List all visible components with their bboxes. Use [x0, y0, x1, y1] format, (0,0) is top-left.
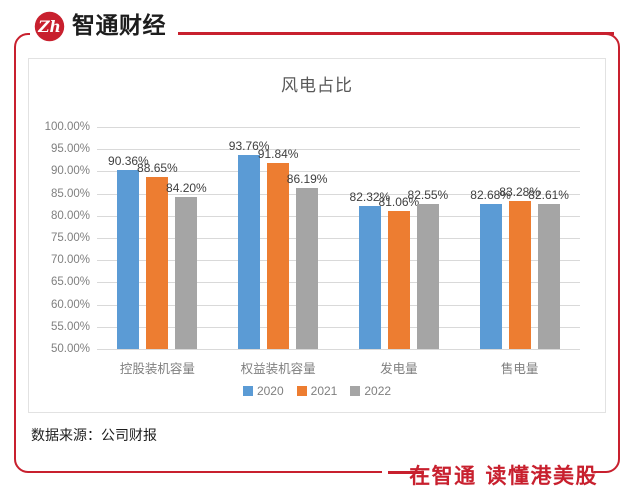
bar-group-bars: 93.76% 91.84% 86.19%	[218, 127, 339, 349]
chart-panel: 风电占比 100.00% 95.00% 90.00% 85.00% 80.00% 75.0…	[28, 58, 606, 413]
bar: 86.19%	[287, 172, 327, 349]
bar: 82.61%	[528, 188, 569, 349]
x-axis-category-label: 售电量	[500, 361, 539, 376]
brand-header: Zh 智通财经	[34, 11, 166, 42]
legend-swatch-icon	[296, 386, 307, 396]
y-axis-tick-label: 95.00%	[50, 143, 90, 156]
gridline: 100.00%	[45, 121, 580, 133]
slogan-text: 在智通 读懂港美股	[409, 464, 598, 488]
bar: 91.84%	[258, 147, 298, 349]
bar-group: 90.36% 88.65% 84.20% 控股装机容量	[97, 127, 218, 376]
bar-groups: 90.36% 88.65% 84.20% 控股装机容量 93.76% 91.84% 86.1…	[97, 127, 580, 376]
gridline: 50.00%	[51, 343, 580, 355]
bar: 82.68%	[470, 188, 511, 349]
legend-item[interactable]: 2020	[242, 384, 284, 398]
bar-group: 82.68% 83.28% 82.61% 售电量	[459, 127, 580, 376]
bar: 90.36%	[108, 154, 149, 349]
bar-value-label: 91.84%	[257, 147, 299, 162]
y-axis-tick-label: 60.00%	[50, 298, 90, 311]
bar: 93.76%	[229, 139, 269, 349]
gridline: 75.00%	[51, 232, 580, 244]
y-axis-tick-label: 100.00%	[44, 121, 90, 133]
gridline: 90.00%	[51, 165, 580, 177]
bar-value-label: 82.32%	[349, 189, 391, 204]
bar: 84.20%	[166, 181, 207, 349]
bar: 82.55%	[408, 188, 448, 349]
y-axis-tick-label: 65.00%	[50, 276, 90, 289]
bar: 81.06%	[379, 195, 419, 349]
bar-value-label: 82.55%	[407, 188, 449, 203]
bar-value-label: 90.36%	[108, 153, 149, 168]
y-axis-tick-label: 85.00%	[50, 187, 90, 200]
chart-title: 风电占比	[281, 76, 353, 96]
bar-value-label: 84.20%	[166, 181, 207, 196]
y-axis-tick-label: 55.00%	[50, 320, 90, 333]
gridline: 70.00%	[51, 254, 580, 266]
bar-value-label: 88.65%	[137, 161, 178, 176]
bar-group-bars: 82.68% 83.28% 82.61%	[459, 127, 580, 349]
legend-swatch-icon	[350, 386, 361, 396]
brand-divider-rule	[178, 32, 614, 35]
y-axis-tick-label: 70.00%	[50, 254, 90, 267]
source-note: 数据来源：公司财报	[31, 428, 157, 444]
y-axis-tick-label: 75.00%	[50, 232, 90, 244]
bar-value-label: 81.06%	[378, 195, 420, 210]
gridline: 80.00%	[51, 210, 580, 222]
bar-value-label: 86.19%	[286, 172, 328, 187]
bar: 88.65%	[137, 161, 178, 349]
zhitong-logo-icon: Zh	[34, 11, 65, 42]
y-axis-tick-label: 80.00%	[50, 209, 90, 222]
chart-legend: 2020 2021 2022	[29, 384, 605, 398]
x-axis-category-label: 控股装机容量	[119, 361, 195, 376]
y-axis-tick-label: 50.00%	[50, 343, 90, 355]
legend-item[interactable]: 2021	[296, 384, 338, 398]
legend-label: 2021	[310, 384, 338, 398]
brand-name: 智通财经	[72, 13, 166, 39]
x-axis-category-label: 权益装机容量	[240, 361, 316, 376]
legend-label: 2020	[256, 384, 284, 398]
bar-value-label: 82.61%	[528, 188, 569, 203]
y-axis-tick-label: 90.00%	[50, 165, 90, 178]
x-axis-category-label: 发电量	[380, 361, 418, 376]
gridline: 55.00%	[51, 321, 580, 333]
bar: 82.32%	[350, 190, 390, 349]
bar-group-bars: 82.32% 81.06% 82.55%	[339, 127, 460, 349]
bar-group-bars: 90.36% 88.65% 84.20%	[97, 127, 218, 349]
svg-text:Zh: Zh	[37, 17, 61, 36]
gridline: 95.00%	[51, 143, 580, 155]
gridline: 60.00%	[51, 299, 580, 311]
bar-value-label: 93.76%	[228, 138, 270, 153]
legend-label: 2022	[364, 384, 392, 398]
gridline: 65.00%	[51, 276, 580, 288]
gridline: 85.00%	[51, 188, 580, 200]
bar-value-label: 83.28%	[499, 185, 540, 200]
legend-swatch-icon	[242, 386, 253, 396]
legend-item[interactable]: 2022	[350, 384, 391, 398]
plot-area: 100.00% 95.00% 90.00% 85.00% 80.00% 75.00% 70.…	[45, 121, 580, 376]
bar-group: 82.32% 81.06% 82.55% 发电量	[339, 127, 460, 376]
bar: 83.28%	[499, 185, 540, 349]
bar-group: 93.76% 91.84% 86.19% 权益装机容量	[218, 127, 339, 376]
bar-value-label: 82.68%	[470, 187, 511, 202]
